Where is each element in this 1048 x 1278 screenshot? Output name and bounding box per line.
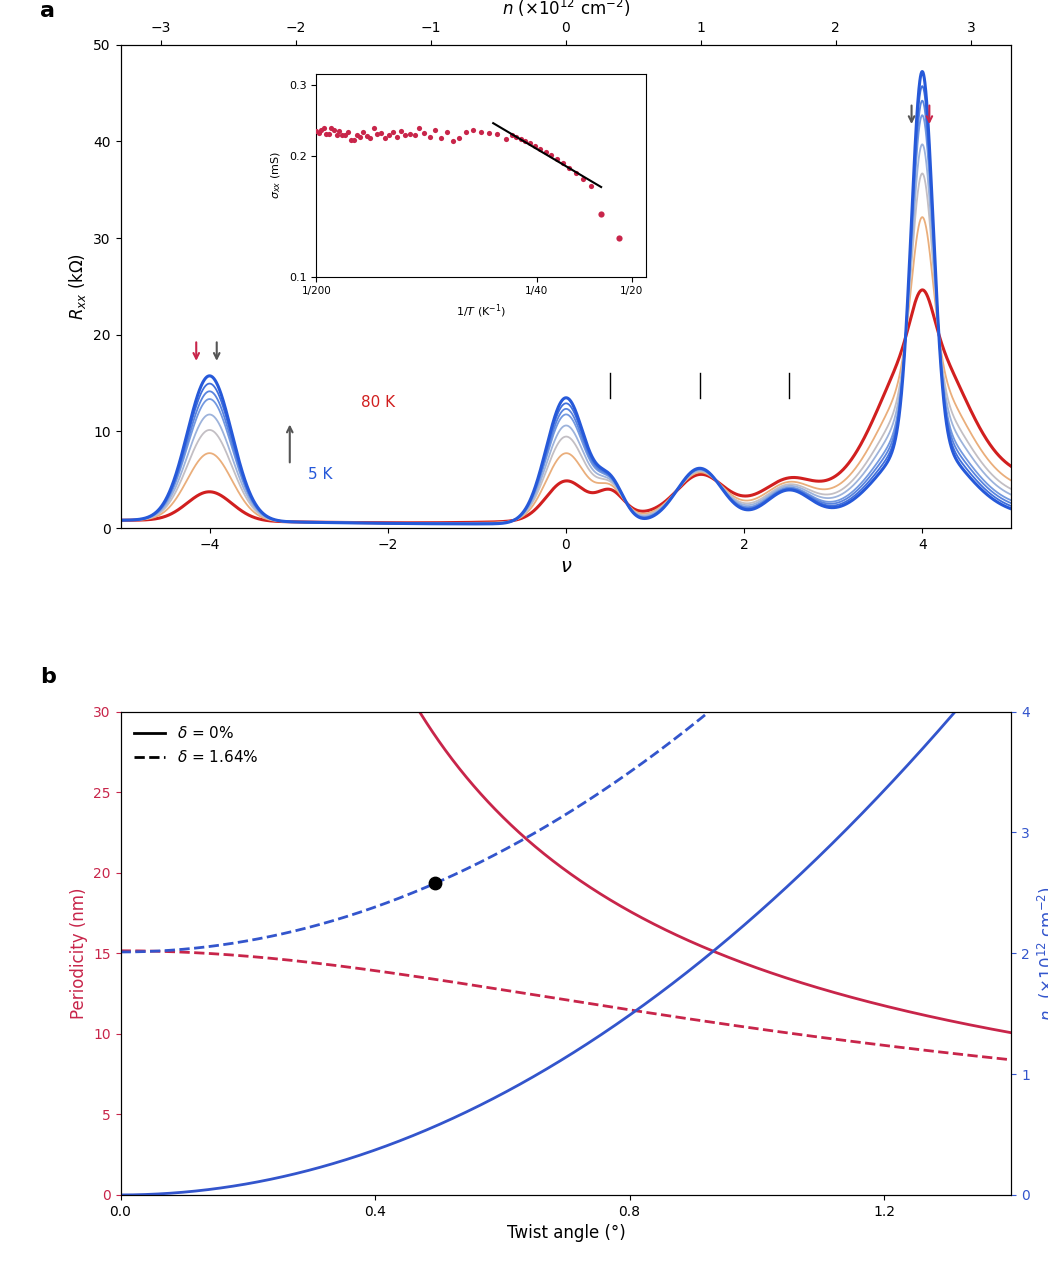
Y-axis label: Periodicity (nm): Periodicity (nm) [69, 887, 88, 1019]
X-axis label: $\nu$: $\nu$ [560, 557, 572, 576]
Text: 5 K: 5 K [308, 468, 332, 482]
Point [748, 661, 765, 681]
X-axis label: $n$ ($\times$10$^{12}$ cm$^{-2}$): $n$ ($\times$10$^{12}$ cm$^{-2}$) [502, 0, 630, 19]
Text: a: a [41, 0, 56, 20]
Point [428, 873, 444, 893]
Legend: $\delta$ = 0%, $\delta$ = 1.64%: $\delta$ = 0%, $\delta$ = 1.64% [128, 720, 265, 771]
X-axis label: Twist angle (°): Twist angle (°) [506, 1224, 626, 1242]
Y-axis label: $R_{xx}$ (k$\Omega$): $R_{xx}$ (k$\Omega$) [67, 253, 88, 320]
Y-axis label: $n_s$ ($\times$10$^{12}$ cm$^{-2}$): $n_s$ ($\times$10$^{12}$ cm$^{-2}$) [1035, 886, 1048, 1021]
Text: b: b [41, 667, 57, 688]
Text: 80 K: 80 K [361, 395, 395, 410]
